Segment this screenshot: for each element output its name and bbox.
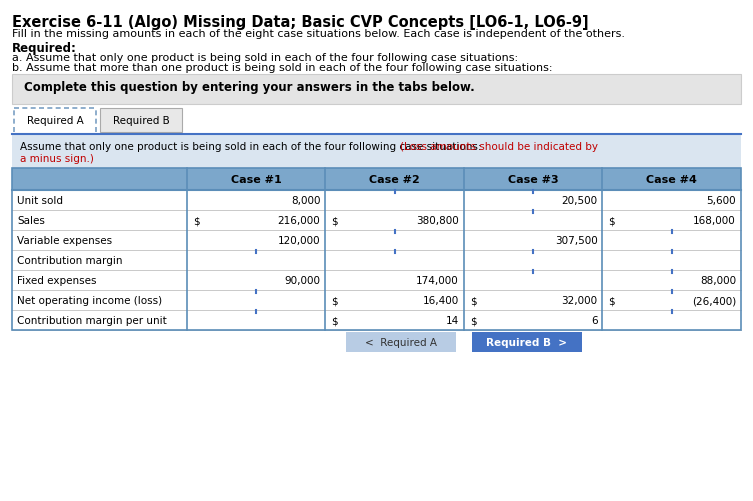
Bar [12, 210, 741, 230]
Text: 120,000: 120,000 [278, 235, 321, 245]
Bar [12, 135, 741, 169]
Text: Unit sold: Unit sold [17, 195, 63, 205]
Bar [12, 169, 741, 190]
Text: Case #2: Case #2 [370, 175, 420, 185]
Text: 16,400: 16,400 [422, 296, 459, 306]
Text: (26,400): (26,400) [692, 296, 736, 306]
Text: Assume that only one product is being sold in each of the four following case si: Assume that only one product is being so… [20, 142, 485, 152]
Text: <  Required A: < Required A [365, 337, 437, 347]
Bar [12, 75, 741, 105]
Bar [12, 291, 741, 311]
Text: Case #1: Case #1 [231, 175, 282, 185]
Text: 88,000: 88,000 [700, 276, 736, 286]
Text: 174,000: 174,000 [416, 276, 459, 286]
Text: 168,000: 168,000 [694, 215, 736, 225]
Text: Sales: Sales [17, 215, 45, 225]
Text: a minus sign.): a minus sign.) [20, 154, 94, 164]
Text: b. Assume that more than one product is being sold in each of the four following: b. Assume that more than one product is … [12, 63, 553, 73]
Text: Fixed expenses: Fixed expenses [17, 276, 96, 286]
Text: 14: 14 [446, 315, 459, 325]
Text: Exercise 6-11 (Algo) Missing Data; Basic CVP Concepts [LO6-1, LO6-9]: Exercise 6-11 (Algo) Missing Data; Basic… [12, 15, 589, 30]
Bar [12, 169, 741, 330]
Bar [100, 109, 182, 133]
Bar [12, 271, 741, 291]
Bar [346, 332, 456, 352]
Bar [12, 107, 741, 135]
Text: $: $ [331, 315, 338, 325]
Bar [12, 230, 741, 250]
Text: Variable expenses: Variable expenses [17, 235, 112, 245]
Text: Contribution margin: Contribution margin [17, 256, 123, 266]
Text: (Loss amounts should be indicated by: (Loss amounts should be indicated by [400, 142, 598, 152]
Text: $: $ [193, 215, 200, 225]
Text: Required A: Required A [26, 116, 84, 126]
Text: $: $ [608, 215, 615, 225]
Text: 20,500: 20,500 [562, 195, 597, 205]
Text: Case #4: Case #4 [646, 175, 697, 185]
Text: Required B  >: Required B > [486, 337, 568, 347]
Bar [472, 332, 582, 352]
Text: 32,000: 32,000 [562, 296, 597, 306]
Text: 8,000: 8,000 [291, 195, 321, 205]
Text: Fill in the missing amounts in each of the eight case situations below. Each cas: Fill in the missing amounts in each of t… [12, 29, 625, 39]
Text: 216,000: 216,000 [278, 215, 321, 225]
Text: 307,500: 307,500 [555, 235, 597, 245]
Text: $: $ [608, 296, 615, 306]
Bar [12, 311, 741, 330]
Text: 5,600: 5,600 [706, 195, 736, 205]
Bar [12, 190, 741, 210]
Text: 6: 6 [591, 315, 597, 325]
Text: 90,000: 90,000 [285, 276, 321, 286]
Text: $: $ [470, 315, 477, 325]
Bar [12, 250, 741, 271]
Text: $: $ [331, 215, 338, 225]
Text: 380,800: 380,800 [416, 215, 459, 225]
Text: Case #3: Case #3 [508, 175, 559, 185]
Text: $: $ [470, 296, 477, 306]
Text: Required B: Required B [113, 116, 169, 126]
Text: Required:: Required: [12, 42, 77, 55]
Text: Contribution margin per unit: Contribution margin per unit [17, 315, 166, 325]
Text: Complete this question by entering your answers in the tabs below.: Complete this question by entering your … [24, 81, 474, 94]
Text: Net operating income (loss): Net operating income (loss) [17, 296, 162, 306]
Text: $: $ [331, 296, 338, 306]
Bar [14, 109, 96, 133]
Text: a. Assume that only one product is being sold in each of the four following case: a. Assume that only one product is being… [12, 53, 518, 63]
